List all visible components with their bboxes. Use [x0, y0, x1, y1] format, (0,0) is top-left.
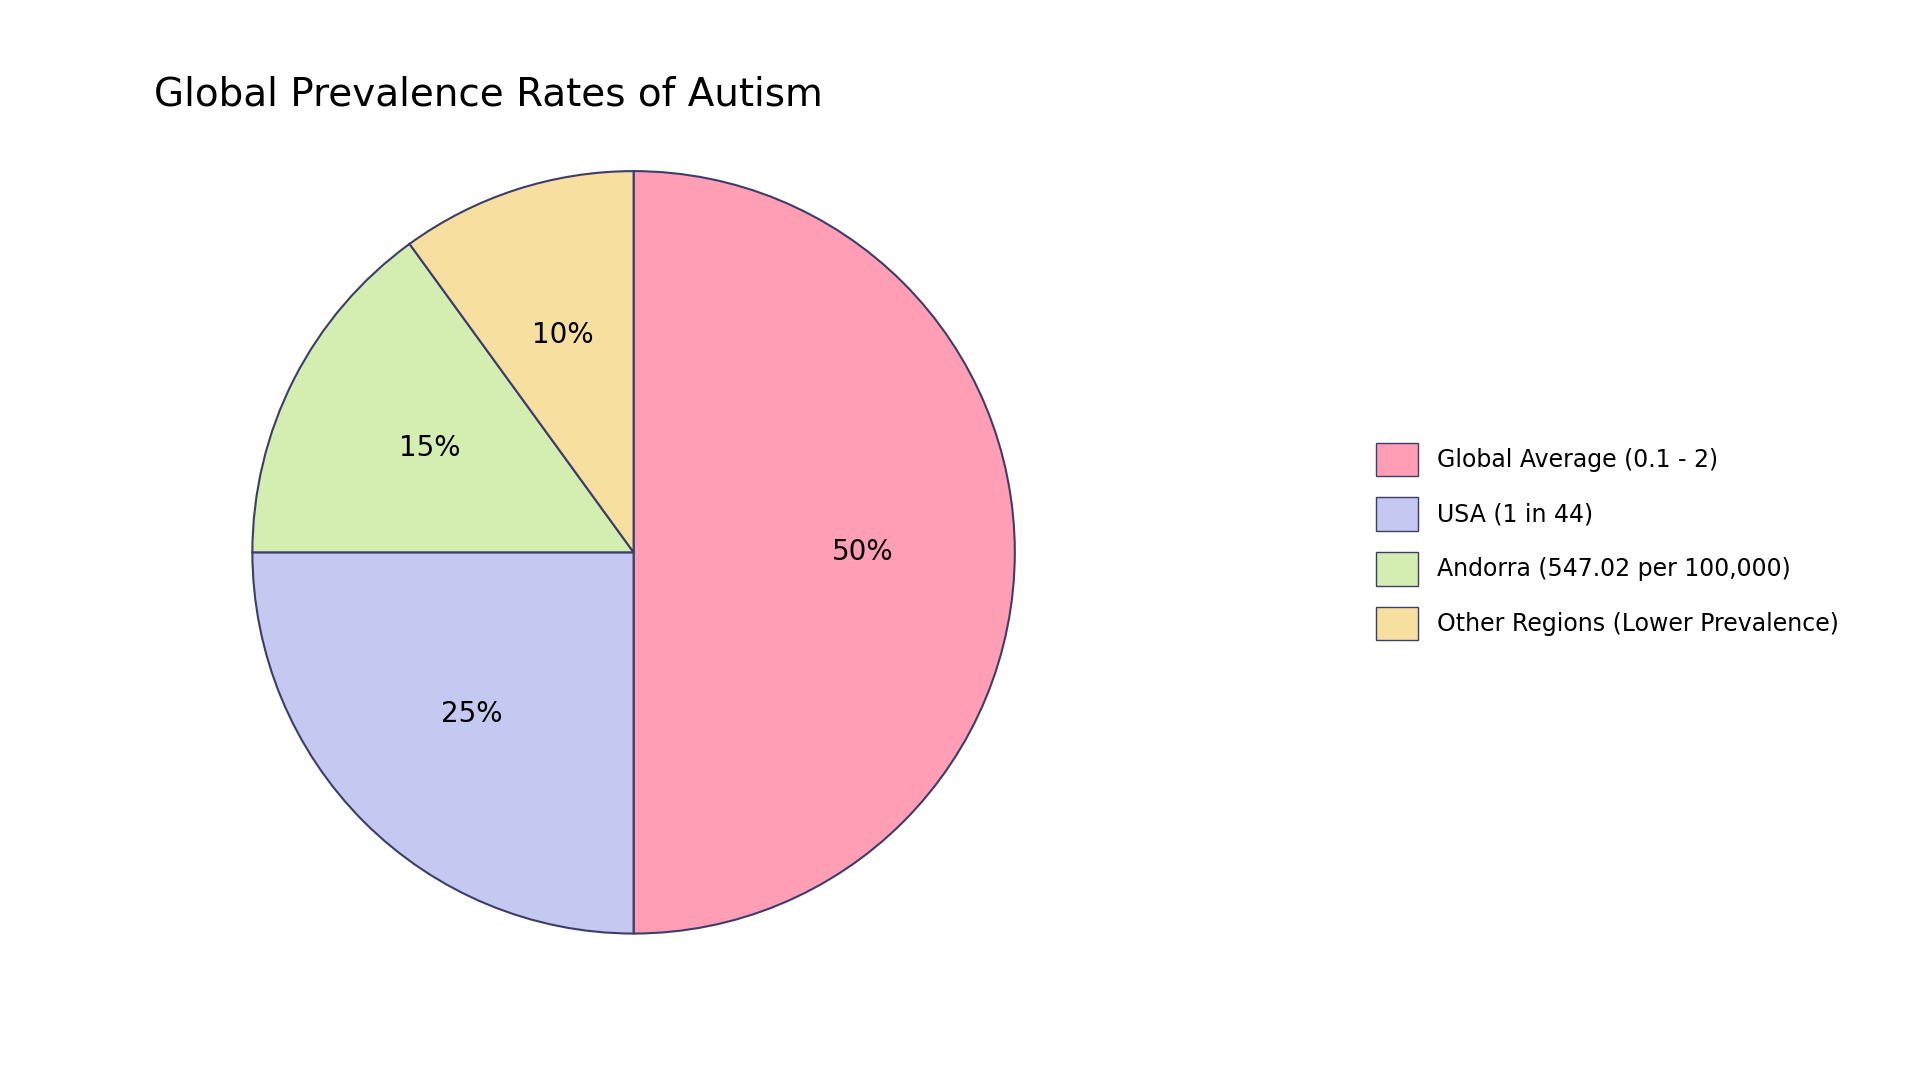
Text: 25%: 25% [442, 700, 503, 728]
Text: 15%: 15% [399, 434, 461, 462]
Wedge shape [252, 244, 634, 552]
Wedge shape [409, 171, 634, 552]
Text: Global Prevalence Rates of Autism: Global Prevalence Rates of Autism [154, 76, 822, 114]
Wedge shape [634, 171, 1016, 934]
Text: 10%: 10% [532, 321, 593, 349]
Legend: Global Average (0.1 - 2), USA (1 in 44), Andorra (547.02 per 100,000), Other Reg: Global Average (0.1 - 2), USA (1 in 44),… [1363, 431, 1851, 652]
Wedge shape [252, 552, 634, 934]
Text: 50%: 50% [831, 538, 893, 566]
